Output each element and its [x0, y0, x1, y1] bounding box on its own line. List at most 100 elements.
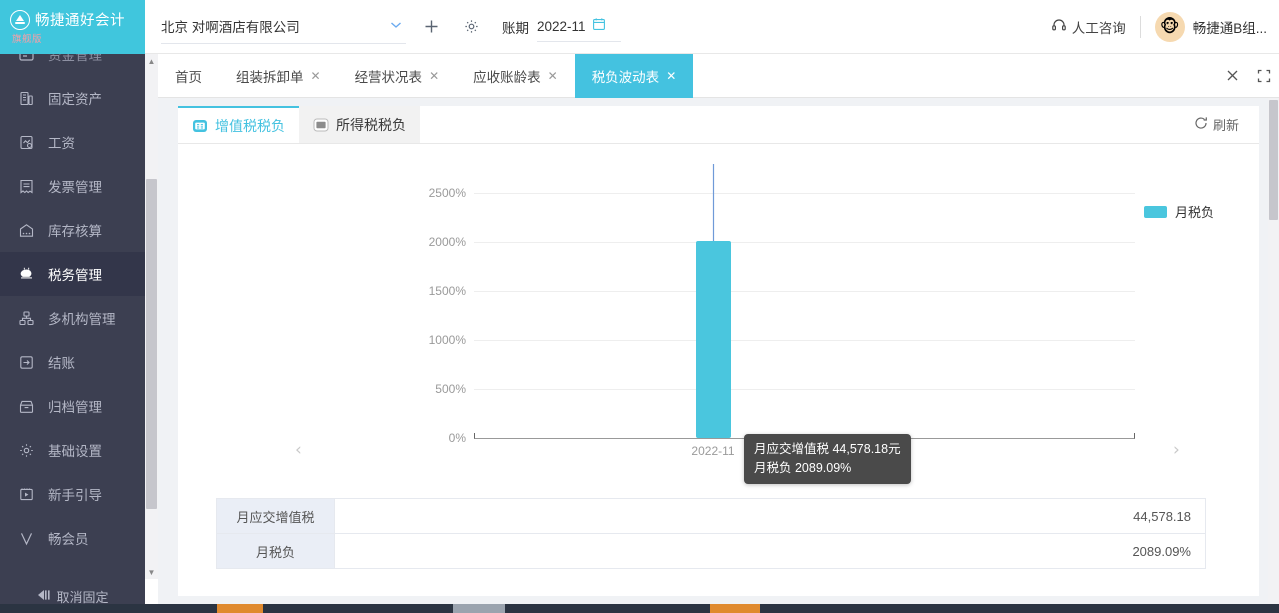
subtab-label: 增值税税负: [215, 117, 285, 134]
vat-icon: [192, 119, 208, 133]
tab-label: 经营状况表: [354, 70, 423, 85]
avatar[interactable]: 🐵: [1154, 11, 1185, 42]
summary-table: 月应交增值税 44,578.18 月税负 2089.09%: [216, 498, 1206, 569]
tab-label: 税负波动表: [591, 70, 660, 85]
tab-operation-report[interactable]: 经营状况表 ✕: [338, 54, 457, 98]
chart-legend[interactable]: 月税负: [1143, 202, 1214, 221]
tax-burden-chart: 月税负 2500% 2000% 1500%: [178, 144, 1259, 484]
y-axis-labels: 2500% 2000% 1500% 1000% 500% 0%: [429, 186, 467, 445]
svg-text:0%: 0%: [449, 431, 467, 445]
subtab-income-tax[interactable]: 所得税税负: [299, 106, 420, 143]
vip-icon: [18, 530, 35, 547]
sidebar-item-guide[interactable]: 新手引导: [0, 472, 145, 516]
x-axis-label-2022-11: 2022-11: [691, 444, 734, 458]
page-scroll-thumb[interactable]: [1269, 100, 1278, 220]
svg-text:1500%: 1500%: [429, 284, 467, 298]
svg-text:2500%: 2500%: [429, 186, 467, 200]
sidebar-item-fund[interactable]: 资金管理: [0, 54, 145, 76]
tab-home[interactable]: 首页: [158, 54, 219, 98]
close-icon[interactable]: ✕: [310, 69, 321, 83]
building-icon: [18, 90, 35, 107]
tab-label: 组装拆卸单: [236, 70, 304, 85]
report-panel: 增值税税负 所得税税负: [178, 106, 1259, 596]
tooltip-line-2: 月税负 2089.09%: [754, 460, 852, 475]
payroll-icon: [18, 134, 35, 151]
chart-gridlines: [474, 193, 1135, 390]
topbar-right: 人工咨询 🐵 畅捷通B组...: [1051, 11, 1279, 42]
sidebar-item-payroll[interactable]: 工资: [0, 120, 145, 164]
calendar-icon[interactable]: [592, 17, 606, 36]
sidebar-scroll-thumb[interactable]: [146, 179, 157, 509]
chevron-down-icon: [390, 20, 402, 32]
invoice-icon: [18, 178, 35, 195]
sidebar-scrollbar[interactable]: ▲ ▼: [145, 54, 158, 579]
sidebar-item-label: 工资: [48, 136, 75, 151]
sidebar-pin-toggle[interactable]: 取消固定: [0, 579, 145, 613]
app-logo[interactable]: 畅捷通好会计 旗舰版: [0, 0, 145, 54]
close-icon[interactable]: ✕: [666, 69, 677, 83]
taskbar-item[interactable]: [453, 604, 505, 613]
top-bar: 北京 对啊酒店有限公司 账期 2022-11: [145, 0, 1279, 54]
scroll-down-icon[interactable]: ▼: [147, 567, 156, 577]
tax-icon: [18, 266, 35, 283]
taskbar-item[interactable]: [710, 604, 760, 613]
sidebar-item-inventory[interactable]: 库存核算: [0, 208, 145, 252]
sidebar-item-label: 结账: [48, 356, 75, 371]
human-consult-button[interactable]: 人工咨询: [1051, 17, 1126, 37]
close-all-tabs-icon[interactable]: [1217, 54, 1248, 97]
unpin-icon: [36, 589, 53, 604]
tab-assembly-order[interactable]: 组装拆卸单 ✕: [219, 54, 338, 98]
close-period-icon: [18, 354, 35, 371]
period-field[interactable]: 2022-11: [537, 12, 621, 42]
close-icon[interactable]: ✕: [547, 69, 558, 83]
taskbar-item[interactable]: [217, 604, 263, 613]
company-selector[interactable]: 北京 对啊酒店有限公司: [161, 10, 406, 44]
scroll-up-icon[interactable]: ▲: [147, 56, 156, 66]
sidebar-item-label: 基础设置: [48, 444, 102, 459]
sidebar-item-archive[interactable]: 归档管理: [0, 384, 145, 428]
page-scrollbar[interactable]: [1268, 98, 1279, 605]
row-value: 2089.09%: [334, 533, 1206, 569]
sidebar: 畅捷通好会计 旗舰版 资金管理: [0, 0, 145, 613]
sidebar-item-vip[interactable]: 畅会员: [0, 516, 145, 560]
refresh-button[interactable]: 刷新: [1194, 106, 1259, 143]
refresh-label: 刷新: [1212, 118, 1239, 133]
org-icon: [18, 310, 35, 327]
tab-label: 首页: [175, 70, 202, 85]
sidebar-item-close-period[interactable]: 结账: [0, 340, 145, 384]
legend-swatch: [1143, 205, 1167, 218]
sidebar-item-fixed-assets[interactable]: 固定资产: [0, 76, 145, 120]
income-tax-icon: [313, 118, 329, 132]
legend-label: 月税负: [1174, 205, 1214, 220]
period-value: 2022-11: [537, 18, 586, 34]
add-company-button[interactable]: [416, 12, 446, 42]
consult-label: 人工咨询: [1071, 20, 1126, 36]
tab-bar-controls: [1217, 54, 1279, 97]
row-label: 月税负: [216, 533, 335, 569]
fullscreen-icon[interactable]: [1248, 54, 1279, 97]
tab-bar: 首页 组装拆卸单 ✕ 经营状况表 ✕ 应收账龄表 ✕ 税负波动表 ✕: [158, 54, 1279, 98]
archive-icon: [18, 398, 35, 415]
sidebar-item-tax[interactable]: 税务管理: [0, 252, 145, 296]
sidebar-item-multi-org[interactable]: 多机构管理: [0, 296, 145, 340]
svg-text:2000%: 2000%: [429, 235, 467, 249]
sidebar-item-basic-settings[interactable]: 基础设置: [0, 428, 145, 472]
sidebar-menu: 资金管理 固定资产 工资: [0, 54, 145, 579]
chart-prev-arrow[interactable]: ‹: [295, 440, 302, 460]
tab-tax-fluctuation[interactable]: 税负波动表 ✕: [574, 54, 694, 98]
warehouse-icon: [18, 222, 35, 239]
close-icon[interactable]: ✕: [429, 69, 440, 83]
fund-icon: [18, 54, 35, 63]
user-name: 畅捷通B组...: [1192, 20, 1267, 36]
sidebar-item-invoice[interactable]: 发票管理: [0, 164, 145, 208]
tab-receivable-aging[interactable]: 应收账龄表 ✕: [456, 54, 575, 98]
logo-edition: 旗舰版: [12, 34, 43, 45]
chart-canvas: 2500% 2000% 1500% 1000% 500% 0%: [429, 164, 1135, 458]
settings-button[interactable]: [456, 12, 486, 42]
sidebar-item-label: 固定资产: [48, 92, 102, 107]
pin-label: 取消固定: [56, 589, 109, 605]
report-subtabs: 增值税税负 所得税税负: [178, 106, 1259, 144]
subtab-vat[interactable]: 增值税税负: [178, 106, 299, 143]
chart-next-arrow[interactable]: ›: [1173, 440, 1180, 460]
table-row: 月应交增值税 44,578.18: [216, 498, 1206, 534]
